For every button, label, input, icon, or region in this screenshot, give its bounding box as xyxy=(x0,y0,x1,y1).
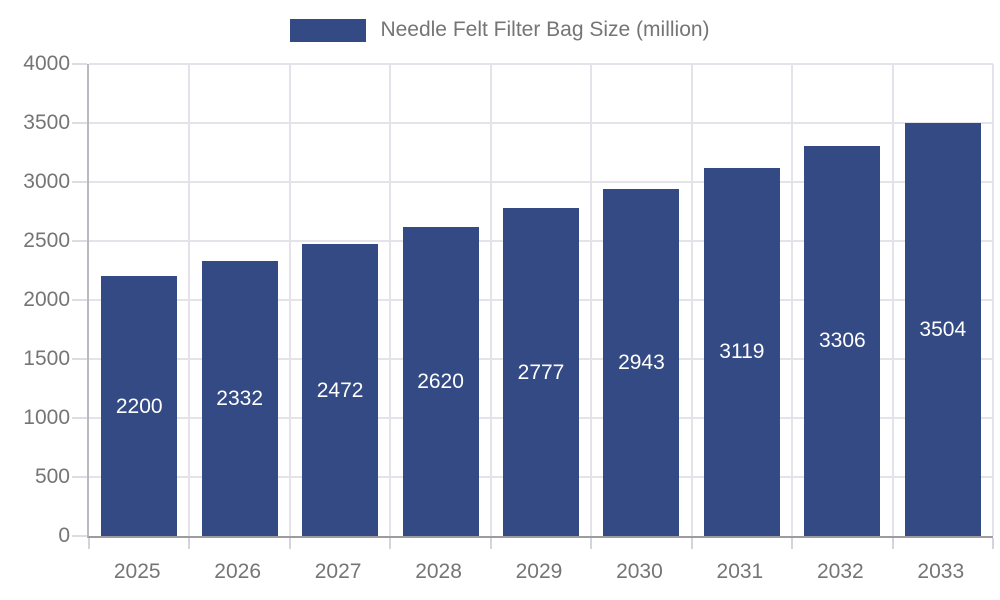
legend-item[interactable]: Needle Felt Filter Bag Size (million) xyxy=(0,16,1000,44)
bar-2033[interactable]: 3504 xyxy=(904,122,981,536)
y-axis-tick xyxy=(72,299,87,301)
bar-value-label: 3119 xyxy=(719,340,765,364)
gridline-vertical xyxy=(690,64,693,536)
x-axis-tick xyxy=(791,538,794,549)
legend-label: Needle Felt Filter Bag Size (million) xyxy=(380,18,710,41)
x-axis-tick xyxy=(88,538,90,549)
bar-value-label: 2943 xyxy=(618,350,665,374)
gridline-vertical xyxy=(791,64,794,536)
y-axis-tick-label: 4000 xyxy=(23,52,70,75)
x-axis-tick xyxy=(188,538,191,549)
bar-value-label: 2332 xyxy=(216,386,264,410)
y-axis-tick-label: 2500 xyxy=(23,229,70,252)
x-axis-tick-label: 2028 xyxy=(415,560,462,583)
y-axis-tick-label: 500 xyxy=(34,465,70,488)
legend-swatch-icon xyxy=(290,18,367,42)
x-axis-tick xyxy=(690,538,693,549)
x-axis-tick xyxy=(992,538,994,549)
bar-2029[interactable]: 2777 xyxy=(503,208,579,536)
gridline-vertical xyxy=(288,64,291,536)
y-axis-tick-label: 1000 xyxy=(23,406,70,429)
bar-2031[interactable]: 3119 xyxy=(703,167,780,536)
y-axis-tick xyxy=(72,417,87,419)
x-axis-tick xyxy=(389,538,392,549)
x-axis: 2025 2026 2027 2028 2029 2030 2031 2032 2033 xyxy=(87,556,991,588)
bar-value-label: 2200 xyxy=(115,394,163,418)
bar-value-label: 2472 xyxy=(316,378,364,402)
bar-2025[interactable]: 2200 xyxy=(101,276,178,536)
bar-2026[interactable]: 2332 xyxy=(201,260,278,536)
gridline-vertical xyxy=(992,64,994,536)
x-axis-tick xyxy=(489,538,492,549)
gridline-vertical xyxy=(891,64,894,536)
bar-value-label: 3306 xyxy=(818,329,866,353)
y-axis: 0 500 1000 1500 2000 2500 3000 3500 4000 xyxy=(0,52,70,547)
y-axis-tick-label: 2000 xyxy=(23,288,70,311)
y-axis-tick xyxy=(72,358,87,360)
x-axis-tick-label: 2029 xyxy=(515,560,563,583)
gridline-horizontal xyxy=(89,63,993,65)
y-axis-tick xyxy=(72,240,87,242)
x-axis-tick-label: 2025 xyxy=(113,560,161,583)
gridline-vertical xyxy=(489,64,492,536)
gridline-horizontal xyxy=(89,122,993,124)
bar-2027[interactable]: 2472 xyxy=(302,244,379,536)
x-axis-tick-label: 2030 xyxy=(616,560,663,583)
bar-value-label: 2777 xyxy=(517,360,565,384)
x-axis-tick-label: 2026 xyxy=(214,560,262,583)
y-axis-tick-label: 0 xyxy=(58,524,70,547)
y-axis-tick xyxy=(72,535,87,537)
x-axis-tick-label: 2031 xyxy=(716,560,764,583)
bar-value-label: 3504 xyxy=(919,317,967,341)
x-axis-tick-label: 2032 xyxy=(816,560,864,583)
x-axis-tick-label: 2033 xyxy=(917,560,965,583)
bar-2030[interactable]: 2943 xyxy=(603,188,680,536)
y-axis-tick xyxy=(72,122,87,124)
x-axis-tick xyxy=(288,538,291,549)
bar-value-label: 2620 xyxy=(417,369,464,393)
y-axis-tick xyxy=(72,181,87,183)
y-axis-tick xyxy=(72,476,87,478)
gridline-vertical xyxy=(389,64,392,536)
bar-2032[interactable]: 3306 xyxy=(804,145,881,536)
y-axis-tick-label: 1500 xyxy=(23,347,70,370)
x-axis-tick-label: 2027 xyxy=(314,560,362,583)
y-axis-tick-label: 3000 xyxy=(23,170,70,193)
gridline-vertical xyxy=(590,64,593,536)
plot-area: 2200 2332 2472 2620 2777 2943 3119 3306 3504 xyxy=(72,63,994,549)
x-axis-tick xyxy=(590,538,593,549)
y-axis-tick xyxy=(72,63,87,65)
gridline-horizontal xyxy=(89,181,993,183)
y-axis-tick-label: 3500 xyxy=(23,111,70,134)
gridline-vertical xyxy=(188,64,191,536)
x-axis-tick xyxy=(891,538,894,549)
bar-2028[interactable]: 2620 xyxy=(402,226,479,536)
